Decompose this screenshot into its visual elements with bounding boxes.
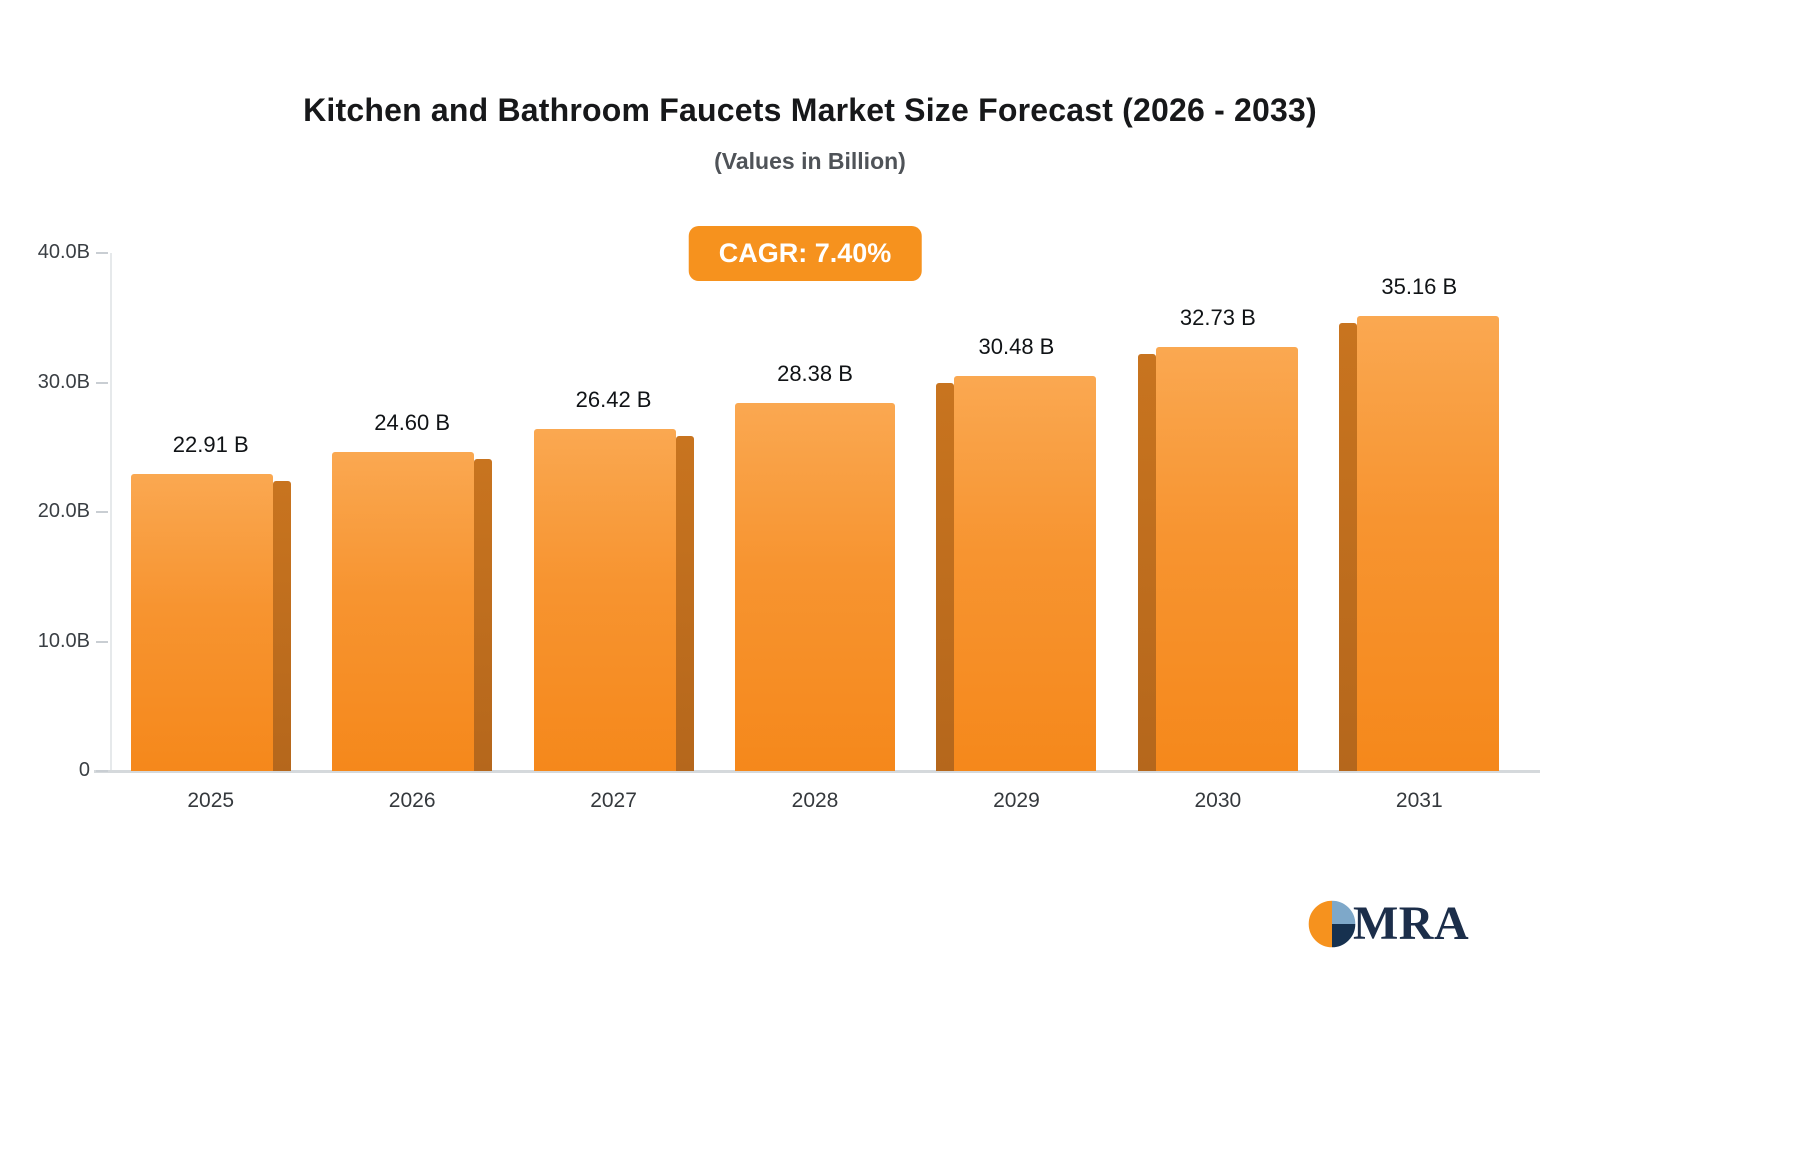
bar <box>735 403 895 771</box>
bar-group: 35.16 B 2031 <box>1339 253 1500 812</box>
y-axis-line <box>110 253 112 771</box>
bar <box>533 428 676 771</box>
bar-category-label: 2029 <box>993 789 1040 812</box>
mra-logo-text: MRA <box>1353 897 1470 950</box>
y-tick-label: 20.0B <box>37 500 90 522</box>
y-tick-mark <box>96 640 108 643</box>
bar <box>332 452 475 771</box>
bar-value-label: 32.73 B <box>1179 305 1256 331</box>
bar-category-label: 2030 <box>1194 789 1242 812</box>
bar-group: 30.48 B 2029 <box>936 253 1097 812</box>
bar-side-shade <box>1137 354 1156 771</box>
bar-value-label: 22.91 B <box>172 432 249 458</box>
bar-group: 32.73 B 2030 <box>1137 253 1298 812</box>
bar-value-label: 26.42 B <box>575 386 652 412</box>
bar-side-shade <box>936 383 955 771</box>
bar-category-label: 2026 <box>388 789 436 812</box>
y-tick-mark <box>96 252 108 254</box>
bar-group: 28.38 B 2028 <box>735 253 895 812</box>
y-tick-label: 10.0B <box>37 629 90 652</box>
plot-area: 40.0B 30.0B 20.0B 10.0B 0 22.91 B 2025 24.60 B… <box>38 241 1540 812</box>
y-tick-mark <box>96 511 108 513</box>
y-tick-label: 30.0B <box>37 370 90 393</box>
bar-category-label: 2028 <box>791 789 839 812</box>
bar-side-shade <box>474 459 493 771</box>
bar-category-label: 2027 <box>590 789 637 812</box>
bar <box>1155 347 1298 771</box>
y-tick-label: 40.0B <box>37 241 90 263</box>
bar-group: 24.60 B 2026 <box>332 253 493 812</box>
chart-title: Kitchen and Bathroom Faucets Market Size… <box>303 92 1317 128</box>
y-tick-label: 0 <box>78 759 90 781</box>
y-tick-mark <box>96 770 108 772</box>
bar-side-shade <box>675 435 694 771</box>
bar-side-shade <box>272 481 291 771</box>
y-tick-mark <box>96 381 108 384</box>
bar-category-label: 2025 <box>187 789 235 812</box>
bar <box>954 376 1097 771</box>
bar-value-label: 35.16 B <box>1381 273 1458 299</box>
bar-side-shade <box>1339 322 1358 771</box>
mra-logo: MRA <box>1306 898 1469 950</box>
chart-subtitle: (Values in Billion) <box>714 148 906 174</box>
bar-category-label: 2031 <box>1395 789 1443 812</box>
mra-logo-icon <box>1307 899 1357 949</box>
bar-group: 22.91 B 2025 <box>130 253 291 812</box>
bar-value-label: 28.38 B <box>777 361 853 387</box>
bar-value-label: 30.48 B <box>978 334 1055 360</box>
bar <box>130 474 273 771</box>
bar-value-label: 24.60 B <box>374 410 451 436</box>
x-axis-line <box>94 770 1540 773</box>
cagr-badge: CAGR: 7.40% <box>688 226 922 281</box>
bar <box>1357 315 1500 771</box>
bar-group: 26.42 B 2027 <box>533 253 694 812</box>
